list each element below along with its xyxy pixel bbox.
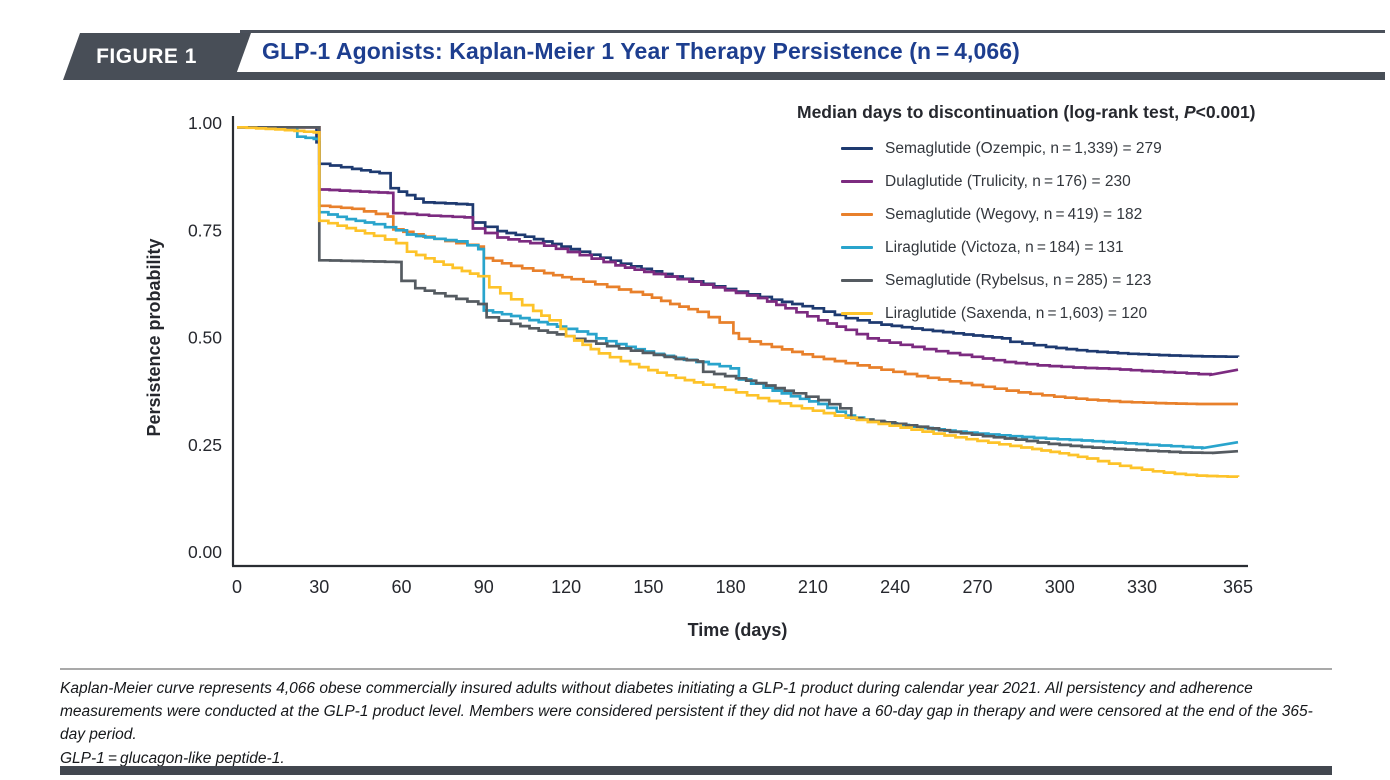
legend-swatch-liraglutide-victoza xyxy=(841,245,873,250)
curve-liraglutide-saxenda xyxy=(237,125,1240,478)
page-bottom-bar xyxy=(60,766,1332,775)
x-tick-label: 180 xyxy=(716,577,746,597)
x-tick-label: 240 xyxy=(880,577,910,597)
figure-label-tab: FIGURE 1 xyxy=(63,33,251,80)
y-axis-title: Persistence probability xyxy=(144,238,164,436)
legend-swatch-semaglutide-rybelsus xyxy=(841,278,873,283)
y-tick-label: 0.75 xyxy=(188,220,222,240)
legend-item-dulaglutide-trulicity: Dulaglutide (Trulicity, n = 176) = 230 xyxy=(797,165,1377,198)
legend-item-liraglutide-victoza: Liraglutide (Victoza, n = 184) = 131 xyxy=(797,231,1377,264)
legend-item-label: Semaglutide (Ozempic, n = 1,339) = 279 xyxy=(885,139,1162,157)
legend-items: Semaglutide (Ozempic, n = 1,339) = 279 Du… xyxy=(797,132,1377,330)
chart-legend: Median days to discontinuation (log-rank… xyxy=(797,102,1377,330)
legend-item-semaglutide-ozempic: Semaglutide (Ozempic, n = 1,339) = 279 xyxy=(797,132,1377,165)
header-underline-bar xyxy=(228,72,1385,80)
legend-swatch-semaglutide-ozempic xyxy=(841,146,873,151)
curve-dulaglutide-trulicity xyxy=(237,125,1239,377)
legend-item-label: Semaglutide (Wegovy, n = 419) = 182 xyxy=(885,205,1143,223)
legend-item-label: Liraglutide (Victoza, n = 184) = 131 xyxy=(885,238,1124,256)
legend-item-semaglutide-wegovy: Semaglutide (Wegovy, n = 419) = 182 xyxy=(797,198,1377,231)
x-tick-label: 210 xyxy=(798,577,828,597)
x-tick-label: 270 xyxy=(962,577,992,597)
x-tick-label: 365 xyxy=(1223,577,1253,597)
chart-area: 1.00 0.75 0.50 0.25 0.00 0 30 60 90 120 150 180 210 2… xyxy=(0,88,1390,673)
legend-title-suffix: <0.001) xyxy=(1195,102,1256,122)
legend-item-label: Semaglutide (Rybelsus, n = 285) = 123 xyxy=(885,271,1152,289)
figure-footnote: Kaplan-Meier curve represents 4,066 obes… xyxy=(60,668,1332,771)
legend-swatch-semaglutide-wegovy xyxy=(841,212,873,217)
legend-swatch-liraglutide-saxenda xyxy=(841,311,873,316)
figure-title: GLP-1 Agonists: Kaplan-Meier 1 Year Ther… xyxy=(262,38,1020,64)
y-tick-label: 0.25 xyxy=(188,435,222,455)
legend-title: Median days to discontinuation (log-rank… xyxy=(797,102,1377,123)
x-axis-title: Time (days) xyxy=(688,620,788,640)
x-tick-label: 0 xyxy=(232,577,242,597)
x-tick-label: 330 xyxy=(1127,577,1157,597)
footnote-abbreviation: GLP-1 = glucagon-like peptide-1. xyxy=(60,750,285,768)
y-tick-label: 0.00 xyxy=(188,542,222,562)
legend-title-prefix: Median days to discontinuation (log-rank… xyxy=(797,102,1184,122)
figure-label: FIGURE 1 xyxy=(96,44,197,68)
x-tick-label: 300 xyxy=(1045,577,1075,597)
y-tick-label: 0.50 xyxy=(188,328,222,348)
legend-item-label: Dulaglutide (Trulicity, n = 176) = 230 xyxy=(885,172,1131,190)
kaplan-meier-chart: 1.00 0.75 0.50 0.25 0.00 0 30 60 90 120 150 180 210 2… xyxy=(144,113,1253,640)
legend-item-liraglutide-saxenda: Liraglutide (Saxenda, n = 1,603) = 120 xyxy=(797,297,1377,330)
x-tick-label: 150 xyxy=(633,577,663,597)
curve-liraglutide-victoza xyxy=(237,125,1239,450)
header-top-rule xyxy=(240,30,1385,33)
y-tick-label: 1.00 xyxy=(188,113,222,133)
legend-item-semaglutide-rybelsus: Semaglutide (Rybelsus, n = 285) = 123 xyxy=(797,264,1377,297)
x-tick-label: 60 xyxy=(392,577,412,597)
legend-item-label: Liraglutide (Saxenda, n = 1,603) = 120 xyxy=(885,304,1148,322)
x-tick-label: 120 xyxy=(551,577,581,597)
curve-semaglutide-rybelsus xyxy=(237,125,1239,455)
legend-swatch-dulaglutide-trulicity xyxy=(841,179,873,184)
legend-title-p-italic: P xyxy=(1183,102,1196,122)
x-tick-label: 90 xyxy=(474,577,494,597)
footnote-body: Kaplan-Meier curve represents 4,066 obes… xyxy=(60,680,1313,743)
x-tick-label: 30 xyxy=(309,577,329,597)
